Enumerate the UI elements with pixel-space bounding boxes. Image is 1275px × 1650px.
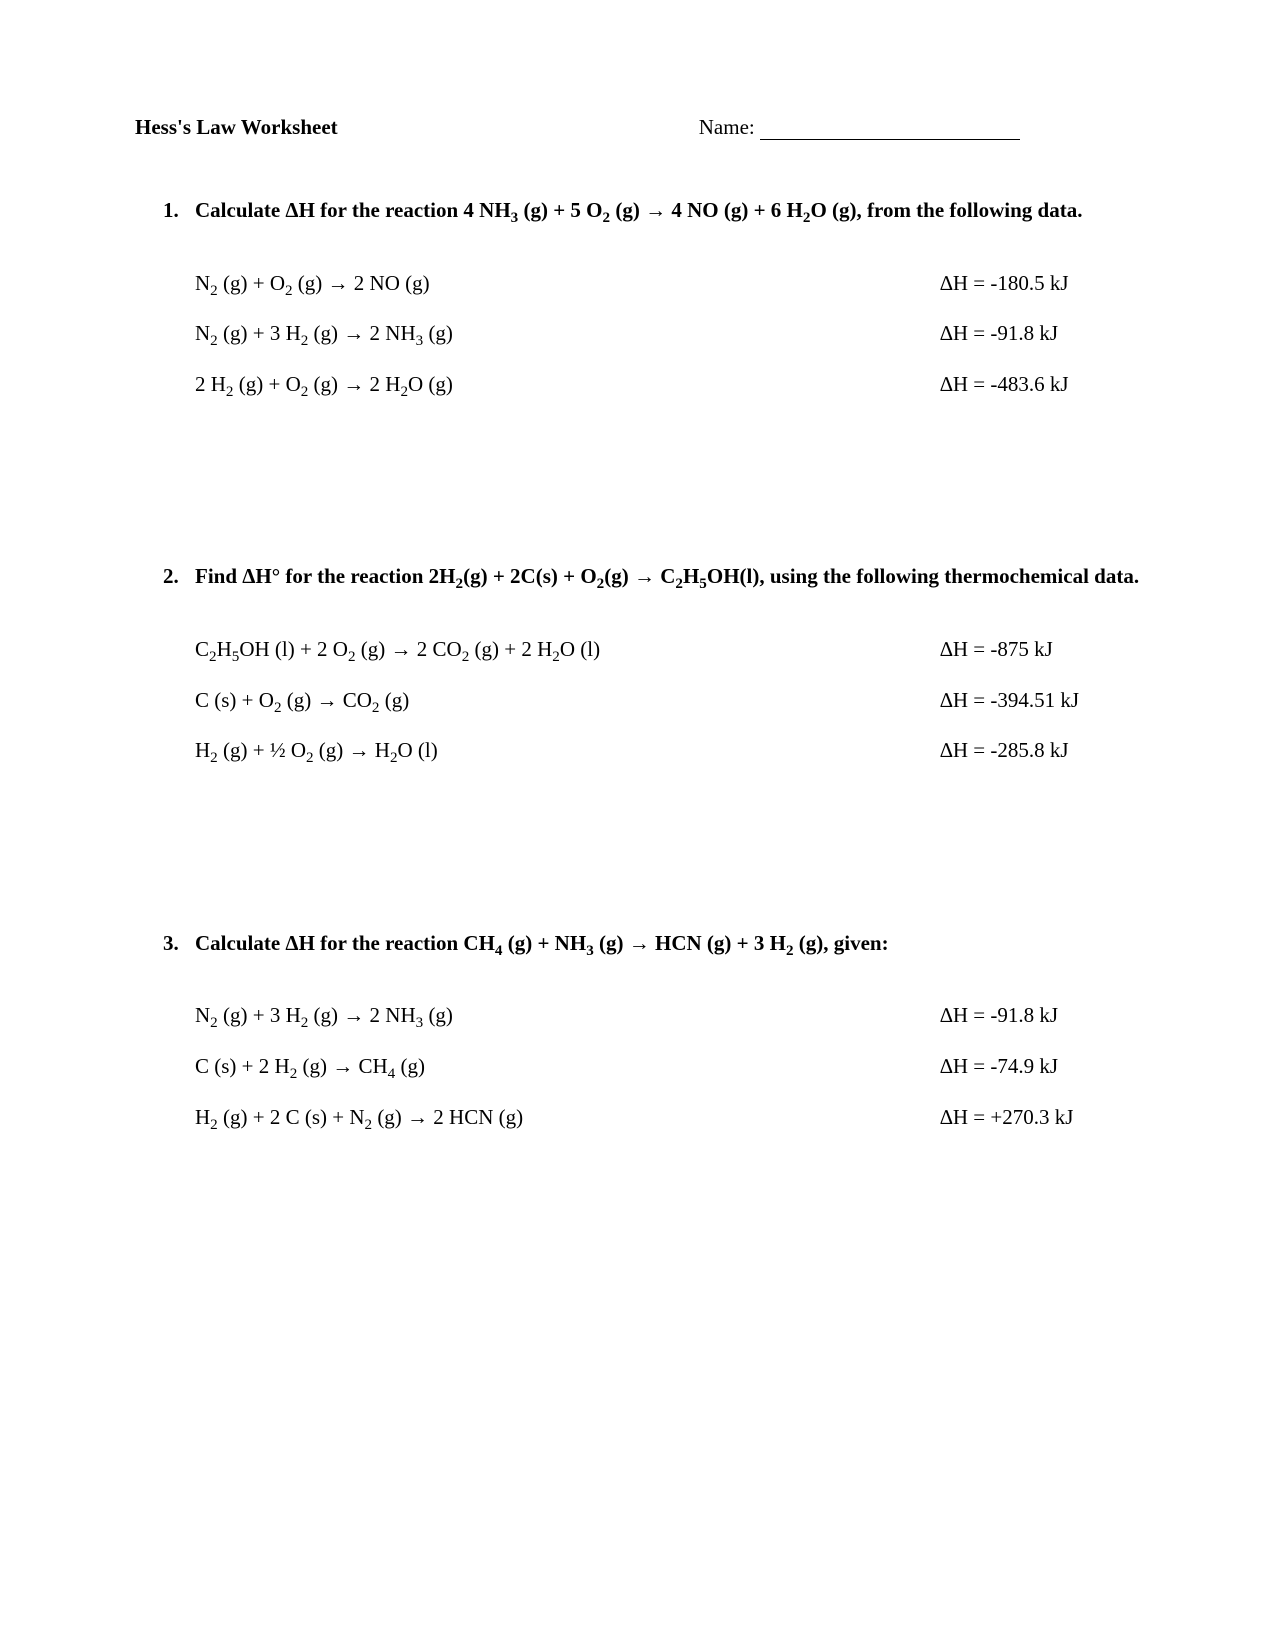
problem-number: 1.: [163, 196, 195, 229]
delta-h-value: ∆H = -74.9 kJ: [940, 1052, 1140, 1085]
equation-row: N2 (g) + 3 H2 (g) → 2 NH3 (g)∆H = -91.8 …: [195, 319, 1140, 352]
delta-h-value: ∆H = -91.8 kJ: [940, 1001, 1140, 1034]
problem-number: 2.: [163, 562, 195, 595]
equation: H2 (g) + ½ O2 (g) → H2O (l): [195, 736, 940, 769]
equation-row: H2 (g) + ½ O2 (g) → H2O (l)∆H = -285.8 k…: [195, 736, 1140, 769]
equation: N2 (g) + O2 (g) → 2 NO (g): [195, 269, 940, 302]
equation: N2 (g) + 3 H2 (g) → 2 NH3 (g): [195, 1001, 940, 1034]
equation-row: 2 H2 (g) + O2 (g) → 2 H2O (g)∆H = -483.6…: [195, 370, 1140, 403]
problem-prompt: 1.Calculate ΔH for the reaction 4 NH3 (g…: [163, 196, 1140, 229]
header: Hess's Law Worksheet Name:: [135, 115, 1140, 140]
equation-row: H2 (g) + 2 C (s) + N2 (g) → 2 HCN (g)∆H …: [195, 1103, 1140, 1136]
equation-row: N2 (g) + 3 H2 (g) → 2 NH3 (g)∆H = -91.8 …: [195, 1001, 1140, 1034]
equation: N2 (g) + 3 H2 (g) → 2 NH3 (g): [195, 319, 940, 352]
delta-h-value: ∆H = -394.51 kJ: [940, 686, 1140, 719]
equation-row: C (s) + O2 (g) → CO2 (g)∆H = -394.51 kJ: [195, 686, 1140, 719]
problem-number: 3.: [163, 929, 195, 962]
equation: H2 (g) + 2 C (s) + N2 (g) → 2 HCN (g): [195, 1103, 940, 1136]
worksheet-title: Hess's Law Worksheet: [135, 115, 338, 140]
equation: C (s) + O2 (g) → CO2 (g): [195, 686, 940, 719]
problem: 1.Calculate ΔH for the reaction 4 NH3 (g…: [163, 196, 1140, 402]
delta-h-value: ∆H = -875 kJ: [940, 635, 1140, 668]
delta-h-value: ∆H = -285.8 kJ: [940, 736, 1140, 769]
problem-prompt-text: Calculate ΔH for the reaction 4 NH3 (g) …: [195, 196, 1140, 229]
name-field: Name:: [699, 115, 1020, 140]
delta-h-value: ∆H = +270.3 kJ: [940, 1103, 1140, 1136]
equation-row: C2H5OH (l) + 2 O2 (g) → 2 CO2 (g) + 2 H2…: [195, 635, 1140, 668]
problem-prompt: 2.Find ΔH° for the reaction 2H2(g) + 2C(…: [163, 562, 1140, 595]
name-blank-line[interactable]: [760, 139, 1020, 140]
equation: 2 H2 (g) + O2 (g) → 2 H2O (g): [195, 370, 940, 403]
equation-row: N2 (g) + O2 (g) → 2 NO (g)∆H = -180.5 kJ: [195, 269, 1140, 302]
problem-prompt-text: Find ΔH° for the reaction 2H2(g) + 2C(s)…: [195, 562, 1140, 595]
name-label: Name:: [699, 115, 755, 139]
problem-prompt: 3.Calculate ΔH for the reaction CH4 (g) …: [163, 929, 1140, 962]
problem: 2.Find ΔH° for the reaction 2H2(g) + 2C(…: [163, 562, 1140, 768]
delta-h-value: ∆H = -180.5 kJ: [940, 269, 1140, 302]
problem: 3.Calculate ΔH for the reaction CH4 (g) …: [163, 929, 1140, 1135]
problems-container: 1.Calculate ΔH for the reaction 4 NH3 (g…: [135, 196, 1140, 1135]
delta-h-value: ∆H = -91.8 kJ: [940, 319, 1140, 352]
equation: C (s) + 2 H2 (g) → CH4 (g): [195, 1052, 940, 1085]
delta-h-value: ∆H = -483.6 kJ: [940, 370, 1140, 403]
equation-row: C (s) + 2 H2 (g) → CH4 (g)∆H = -74.9 kJ: [195, 1052, 1140, 1085]
equation: C2H5OH (l) + 2 O2 (g) → 2 CO2 (g) + 2 H2…: [195, 635, 940, 668]
problem-prompt-text: Calculate ΔH for the reaction CH4 (g) + …: [195, 929, 1140, 962]
